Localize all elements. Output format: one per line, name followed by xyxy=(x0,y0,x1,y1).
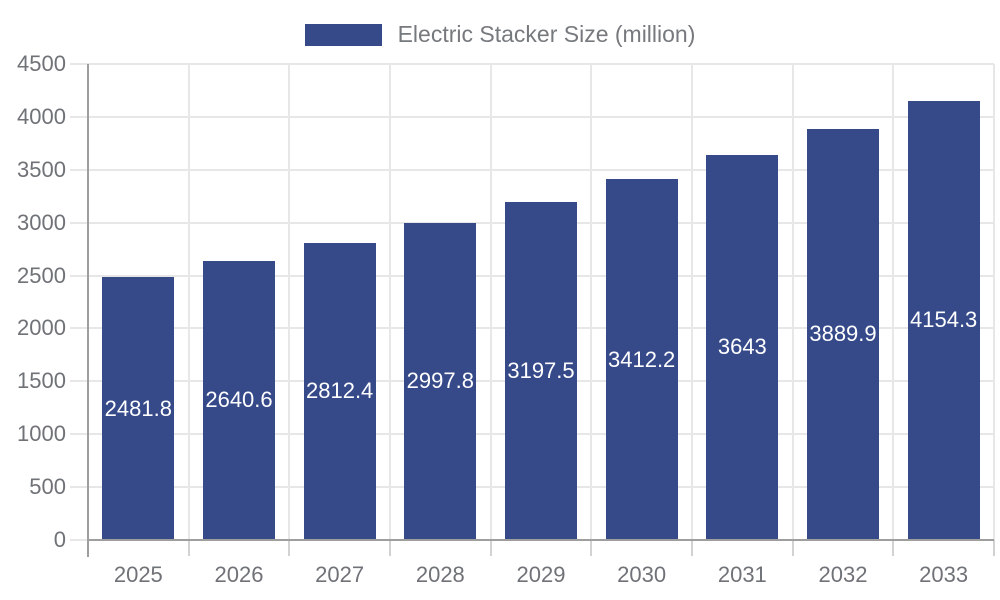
x-tick xyxy=(892,540,895,556)
x-tick-label: 2029 xyxy=(516,562,566,587)
bar-value-label: 2812.4 xyxy=(306,378,374,404)
bar-2031 xyxy=(706,154,779,540)
x-tick xyxy=(288,540,291,556)
legend-swatch-icon xyxy=(304,23,382,46)
y-tick-label: 2500 xyxy=(17,262,66,288)
bar-value-label: 2997.8 xyxy=(406,368,474,394)
x-tick-label: 2028 xyxy=(415,562,465,587)
y-tick-label: 3500 xyxy=(17,156,66,182)
bar-2025 xyxy=(102,277,175,540)
bar-2030 xyxy=(605,179,678,540)
bar-value-label: 2640.6 xyxy=(205,387,273,413)
y-tick xyxy=(70,63,88,65)
y-tick xyxy=(70,327,88,330)
gridline-horizontal xyxy=(88,168,994,171)
y-tick xyxy=(70,380,88,383)
gridline-vertical xyxy=(187,64,190,540)
x-tick xyxy=(590,540,593,556)
bar-2032 xyxy=(807,128,879,540)
x-tick-label: 2027 xyxy=(315,562,365,587)
gridline-horizontal xyxy=(88,63,994,65)
x-axis-line xyxy=(88,539,994,541)
y-tick xyxy=(70,539,88,541)
y-tick xyxy=(70,168,88,171)
y-tick-label: 500 xyxy=(29,474,66,500)
y-tick-label: 4500 xyxy=(17,51,66,76)
bar-2027 xyxy=(303,242,376,540)
gridline-horizontal xyxy=(88,115,994,118)
x-tick-label: 2032 xyxy=(818,562,868,587)
gridline-vertical xyxy=(489,64,492,540)
x-tick-label: 2030 xyxy=(617,562,667,587)
x-tick xyxy=(993,540,995,556)
x-tick xyxy=(691,540,693,556)
bar-2033 xyxy=(907,100,980,540)
gridline-vertical xyxy=(691,64,693,540)
x-tick-label: 2031 xyxy=(717,562,767,587)
y-tick-label: 3000 xyxy=(17,209,66,235)
bar-2026 xyxy=(203,260,275,540)
gridline-vertical xyxy=(389,64,391,540)
x-tick-label: 2026 xyxy=(214,562,264,587)
y-tick-label: 1000 xyxy=(17,421,66,447)
bar-value-label: 3412.2 xyxy=(608,346,676,372)
x-tick xyxy=(389,540,391,556)
bar-2028 xyxy=(404,222,477,540)
x-tick-label: 2033 xyxy=(919,562,969,587)
y-tick-label: 1500 xyxy=(17,368,66,394)
y-tick-label: 0 xyxy=(53,527,66,552)
bar-value-label: 3197.5 xyxy=(507,357,575,383)
bar-value-label: 3643 xyxy=(717,334,767,360)
bar-value-label: 3889.9 xyxy=(809,321,877,347)
x-tick xyxy=(187,540,190,556)
gridline-vertical xyxy=(791,64,794,540)
bar-value-label: 2481.8 xyxy=(104,395,172,421)
gridline-vertical xyxy=(892,64,895,540)
y-tick xyxy=(70,433,88,436)
legend-label: Electric Stacker Size (million) xyxy=(397,21,696,47)
y-tick xyxy=(70,221,88,224)
x-tick xyxy=(791,540,794,556)
bar-value-label: 4154.3 xyxy=(910,307,978,333)
bar-2029 xyxy=(505,201,577,540)
y-tick xyxy=(70,274,88,277)
x-tick xyxy=(489,540,492,556)
y-axis-line xyxy=(87,64,89,557)
y-tick-label: 2000 xyxy=(17,315,66,341)
legend-item[interactable]: Electric Stacker Size (million) xyxy=(0,21,1000,48)
gridline-vertical xyxy=(590,64,593,540)
gridline-vertical xyxy=(288,64,291,540)
x-tick-label: 2025 xyxy=(113,562,163,587)
gridline-vertical xyxy=(993,64,995,540)
y-tick xyxy=(70,486,88,489)
y-tick-label: 4000 xyxy=(17,103,66,129)
y-tick xyxy=(70,115,88,118)
